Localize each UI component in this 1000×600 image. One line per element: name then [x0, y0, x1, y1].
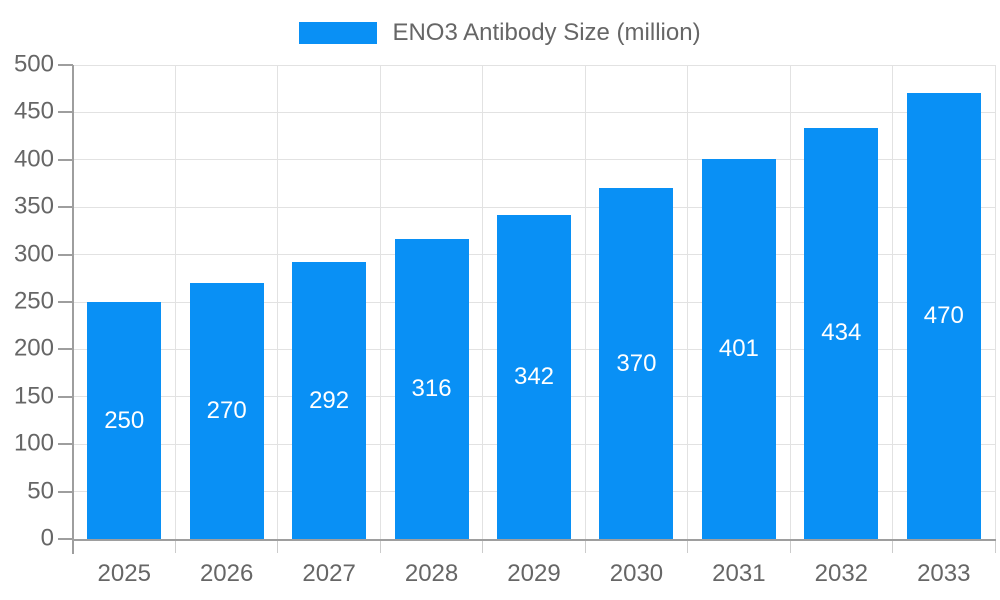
y-axis-tick — [58, 206, 73, 209]
y-axis-tick — [58, 490, 73, 493]
y-axis-tick — [58, 64, 73, 66]
bar-2025[interactable] — [87, 302, 162, 539]
h-gridline — [73, 64, 995, 66]
x-axis-tick-label: 2025 — [97, 560, 151, 587]
legend-label: ENO3 Antibody Size (million) — [392, 19, 701, 46]
h-gridline — [73, 111, 995, 113]
v-gridline — [789, 65, 791, 539]
y-axis-tick — [58, 301, 73, 303]
x-axis-tick-label: 2032 — [814, 560, 869, 587]
x-axis-tick-label: 2028 — [404, 560, 459, 587]
y-axis-tick — [58, 348, 73, 351]
x-axis-tick-label: 2031 — [712, 560, 766, 587]
v-gridline — [892, 65, 894, 539]
v-gridline — [379, 65, 381, 539]
bar-2032[interactable] — [804, 127, 879, 539]
x-axis-tick-label: 2029 — [507, 560, 561, 587]
y-axis-tick-label: 0 — [40, 524, 54, 552]
x-axis-tick-label: 2030 — [609, 560, 664, 587]
y-axis-line — [72, 65, 74, 554]
x-axis-tick-label: 2027 — [302, 560, 356, 587]
x-axis-tick — [584, 541, 586, 553]
y-axis-tick-label: 350 — [13, 192, 54, 220]
y-axis-tick — [58, 253, 73, 256]
y-axis-tick-label: 100 — [13, 429, 54, 457]
y-axis-tick-label: 150 — [13, 382, 54, 410]
v-gridline — [174, 65, 176, 539]
y-axis-tick-label: 250 — [13, 287, 54, 315]
bar-2026[interactable] — [189, 283, 264, 539]
x-axis-tick — [379, 541, 381, 553]
v-gridline — [482, 65, 484, 539]
v-gridline — [277, 65, 279, 539]
x-axis-tick-label: 2026 — [199, 560, 254, 587]
y-axis-tick-label: 450 — [13, 97, 54, 125]
y-axis-tick — [58, 443, 73, 446]
legend-swatch — [299, 22, 378, 44]
y-axis-tick-label: 200 — [13, 334, 54, 362]
h-gridline — [73, 159, 995, 161]
y-axis-tick — [58, 158, 73, 161]
x-axis-tick — [277, 541, 279, 553]
x-axis-tick — [174, 541, 176, 553]
y-axis-tick — [58, 538, 73, 540]
x-axis-tick — [892, 541, 894, 553]
y-axis-tick — [58, 111, 73, 114]
y-axis-tick-label: 500 — [13, 50, 54, 78]
chart-legend[interactable]: ENO3 Antibody Size (million) — [0, 19, 1000, 47]
x-axis-tick — [789, 541, 791, 553]
bar-2027[interactable] — [292, 262, 367, 539]
y-axis-tick-label: 300 — [13, 240, 54, 268]
bar-2029[interactable] — [497, 214, 571, 539]
x-axis-tick — [687, 541, 689, 553]
h-gridline — [73, 206, 995, 208]
y-axis-tick-label: 400 — [13, 145, 54, 173]
x-axis-tick-label: 2033 — [917, 560, 971, 587]
bar-2028[interactable] — [394, 239, 469, 539]
x-axis-tick — [994, 541, 996, 553]
y-axis-tick — [58, 395, 73, 398]
bar-2030[interactable] — [599, 188, 674, 539]
v-gridline — [584, 65, 586, 539]
v-gridline — [687, 65, 689, 539]
bar-2031[interactable] — [701, 158, 776, 539]
x-axis-line — [72, 539, 996, 541]
x-axis-tick — [482, 541, 484, 553]
bar-2033[interactable] — [906, 93, 981, 539]
y-axis-tick-label: 50 — [27, 477, 54, 505]
v-gridline — [994, 65, 996, 539]
